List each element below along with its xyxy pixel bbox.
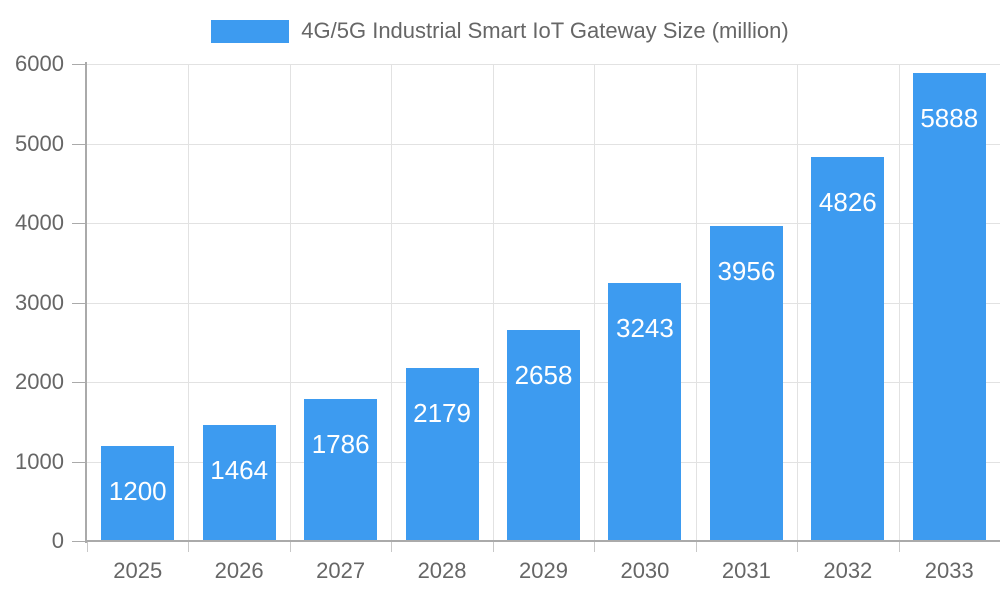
y-tick-mark	[72, 64, 85, 65]
x-axis-line	[87, 540, 1000, 542]
x-gridline	[594, 64, 595, 541]
x-gridline	[188, 64, 189, 541]
x-tick-label: 2027	[316, 558, 366, 583]
y-tick-mark	[72, 144, 85, 145]
x-tick-mark	[797, 542, 798, 552]
x-gridline	[696, 64, 697, 541]
y-tick-label: 6000	[15, 51, 64, 76]
bar-value-label: 2179	[413, 397, 471, 428]
x-tick-label: 2028	[417, 558, 467, 583]
x-tick-mark	[188, 542, 189, 552]
y-tick-label: 0	[51, 528, 64, 553]
x-gridline	[493, 64, 494, 541]
y-gridline	[87, 64, 1000, 65]
y-tick-label: 1000	[15, 448, 64, 474]
bar-value-label: 4826	[818, 187, 877, 218]
x-tick-mark	[391, 542, 392, 552]
y-tick-label: 4000	[15, 210, 64, 235]
x-tick-mark	[899, 542, 900, 552]
y-tick-mark	[72, 303, 85, 304]
x-tick-label: 2029	[519, 558, 568, 583]
x-tick-label: 2033	[924, 558, 974, 583]
y-gridline	[87, 302, 1000, 304]
x-gridline	[391, 64, 392, 541]
chart-legend: 4G/5G Industrial Smart IoT Gateway Size …	[0, 14, 1000, 48]
x-tick-mark	[696, 542, 697, 552]
bar-value-label: 1200	[108, 475, 167, 506]
bar-value-label: 1786	[311, 429, 370, 459]
bar[interactable]	[304, 399, 378, 541]
bar[interactable]	[912, 72, 986, 541]
x-tick-label: 2026	[214, 558, 264, 583]
bar-value-label: 3956	[717, 256, 776, 287]
bar[interactable]	[202, 424, 276, 541]
x-tick-label: 2025	[113, 558, 163, 583]
bar[interactable]	[811, 157, 885, 541]
bar[interactable]	[709, 226, 783, 541]
bar[interactable]	[507, 329, 580, 541]
y-gridline	[87, 223, 1000, 224]
x-tick-mark	[290, 542, 291, 552]
bar-value-label: 1464	[210, 454, 269, 485]
x-tick-label: 2032	[823, 558, 873, 583]
bar-value-label: 5888	[920, 102, 979, 133]
y-axis-line	[85, 62, 87, 543]
y-tick-mark	[72, 462, 85, 463]
legend-label: 4G/5G Industrial Smart IoT Gateway Size …	[301, 18, 789, 43]
x-tick-mark	[493, 542, 494, 552]
x-gridline	[290, 64, 291, 541]
x-tick-mark	[87, 542, 88, 552]
y-gridline	[87, 143, 1000, 145]
y-tick-label: 5000	[15, 130, 64, 156]
y-tick-label: 3000	[15, 289, 64, 315]
bar[interactable]	[101, 445, 175, 541]
bar[interactable]	[608, 283, 682, 541]
bar-value-label: 3243	[616, 313, 674, 344]
x-tick-mark	[594, 542, 595, 552]
bar[interactable]	[405, 367, 479, 541]
x-tick-label: 2031	[721, 558, 771, 583]
x-tick-label: 2030	[620, 558, 670, 583]
y-tick-mark	[72, 541, 85, 542]
y-tick-label: 2000	[15, 369, 64, 394]
x-gridline	[797, 64, 798, 541]
y-tick-mark	[72, 223, 85, 224]
legend-color-swatch	[211, 19, 290, 43]
y-tick-mark	[72, 382, 85, 383]
x-gridline	[899, 64, 900, 541]
bar-value-label: 2658	[514, 359, 573, 390]
plot-area: 1200 1464 1786 2179 2658 3243 3956 4826 5888	[87, 64, 1000, 541]
